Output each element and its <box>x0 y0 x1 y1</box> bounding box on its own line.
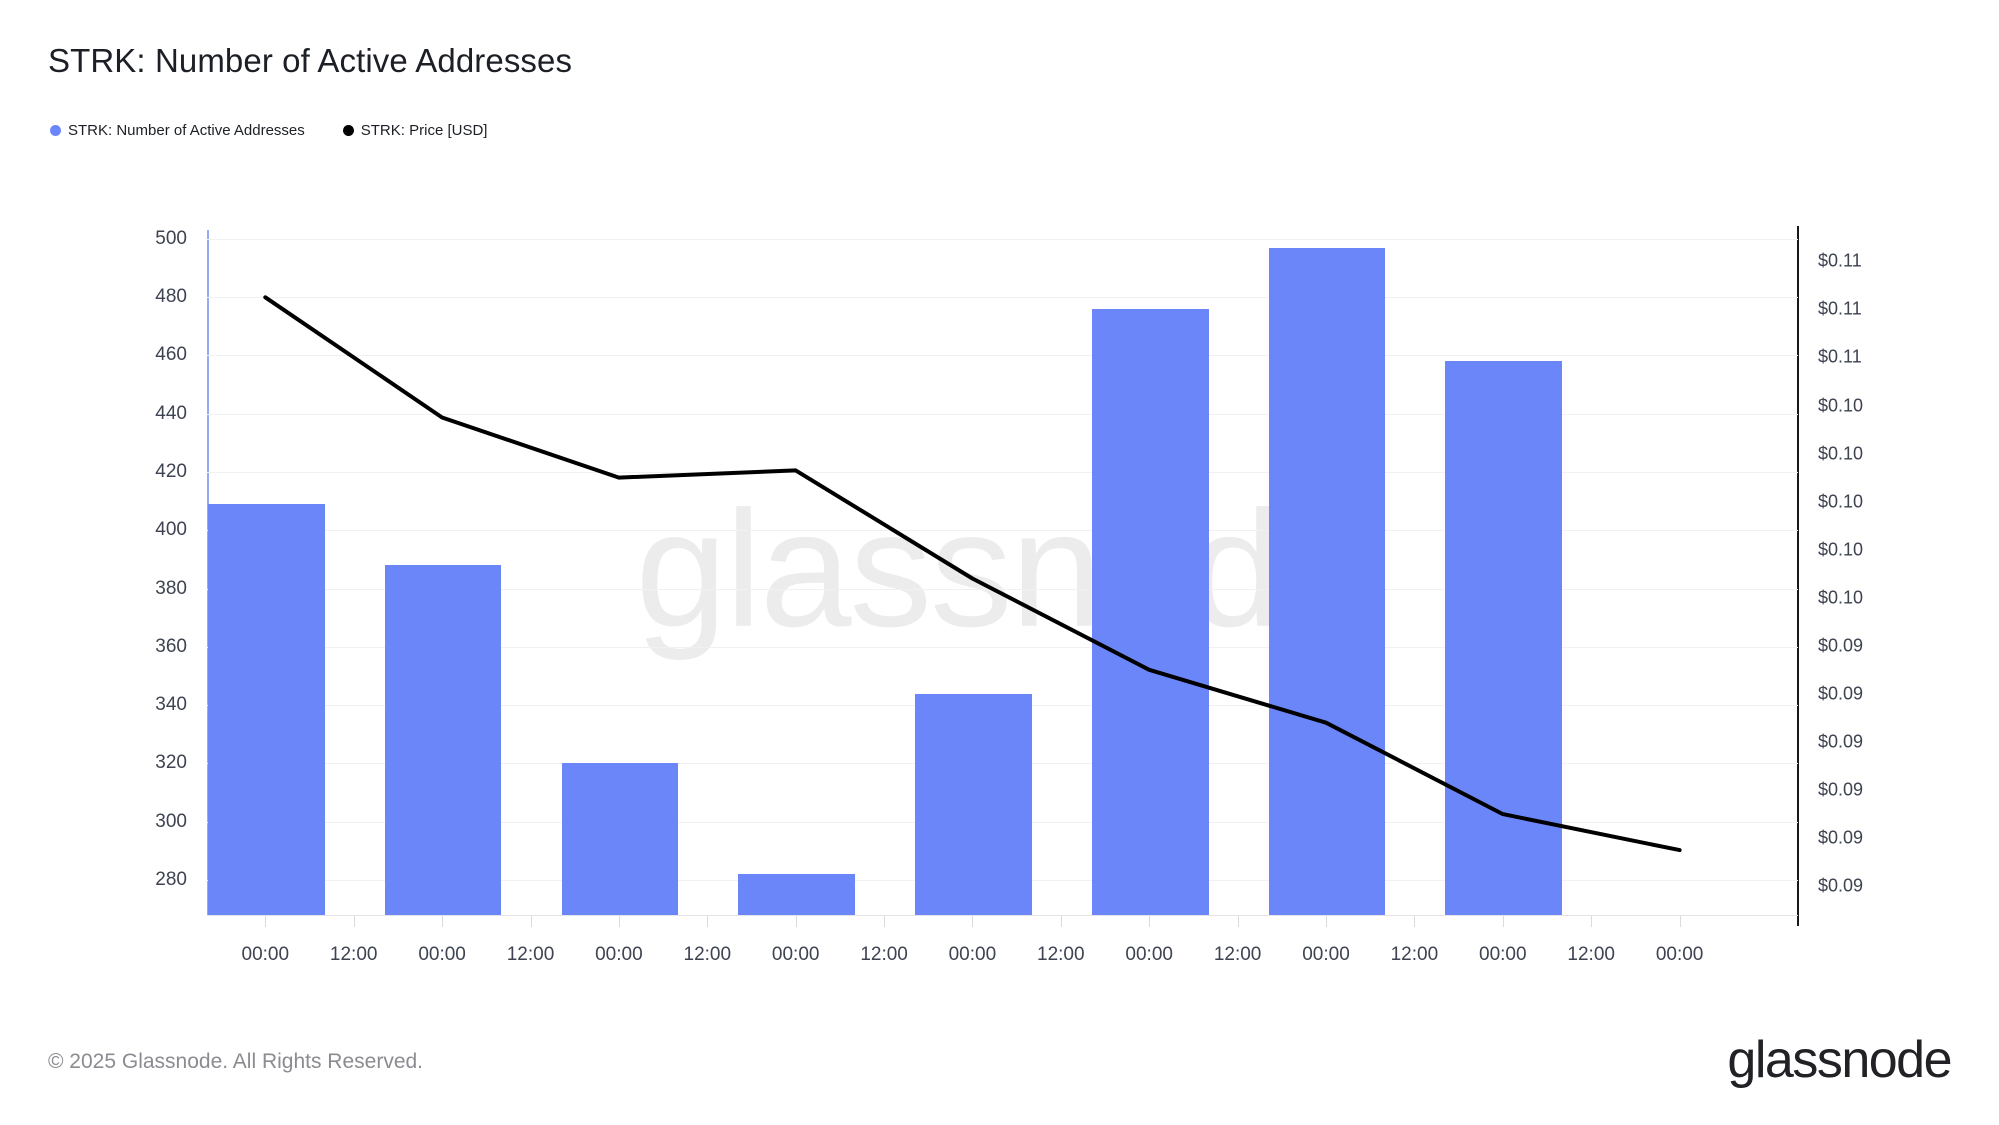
bar-series <box>207 230 1798 915</box>
legend-item-label: STRK: Number of Active Addresses <box>68 122 305 139</box>
x-axis-tick-label: 12:00 <box>683 944 732 965</box>
bar[interactable] <box>738 874 855 915</box>
right-axis-tick-label: $0.09 <box>1818 683 1864 704</box>
legend-marker-circle-icon <box>342 125 354 136</box>
right-axis-tick-label: $0.11 <box>1818 346 1862 367</box>
right-axis-tick-label: $0.10 <box>1818 395 1864 415</box>
right-axis-tick-label: $0.10 <box>1818 539 1864 560</box>
x-axis-tick-label: 00:00 <box>1302 944 1350 965</box>
x-axis-tick-mark <box>1502 916 1504 927</box>
right-axis-tick-labels: $0.11 $0.11 $0.11 $0.10 $0.10 $0.10 $0.10 $0.10… <box>1818 0 1978 1125</box>
x-axis-tick-label: 00:00 <box>241 944 290 965</box>
x-axis-tick-mark <box>795 916 797 927</box>
x-axis-tick-label: 12:00 <box>1037 944 1085 965</box>
x-axis-tick-label: 00:00 <box>1655 944 1704 965</box>
gridline <box>207 297 1798 298</box>
x-axis-tick-mark <box>972 916 974 927</box>
left-axis-tick-label: 300 <box>155 810 187 832</box>
left-axis-tick-labels: 500 480 460 440 420 400 380 360 340 320 300 280 <box>0 0 187 1125</box>
x-axis-tick-label: 12:00 <box>1213 944 1262 965</box>
gridline <box>207 646 1798 648</box>
plot-area: glassnode <box>207 230 1798 915</box>
x-axis-tick-mark <box>884 916 886 927</box>
left-axis-tick-label: 380 <box>155 577 187 599</box>
gridline <box>207 588 1798 590</box>
gridline <box>207 238 1798 240</box>
bar[interactable] <box>384 565 502 915</box>
x-axis-tick-label: 00:00 <box>418 944 466 965</box>
x-axis-tick-label: 12:00 <box>329 944 378 965</box>
left-axis-tick-label: 500 <box>155 227 187 249</box>
x-axis-tick-mark <box>530 916 532 927</box>
x-axis-tick-mark <box>1060 916 1062 927</box>
left-axis-tick-label: 420 <box>155 460 187 482</box>
bar[interactable] <box>208 504 325 915</box>
left-axis-tick-label: 280 <box>155 869 187 890</box>
x-axis-tick-mark <box>353 916 355 927</box>
x-axis-tick-mark <box>618 916 620 927</box>
x-axis-tick-label: 00:00 <box>948 944 997 965</box>
x-axis-tick-mark <box>707 916 709 927</box>
x-axis-tick-mark <box>1326 916 1327 927</box>
price-line-path <box>265 297 1679 850</box>
legend-item-label: STRK: Price [USD] <box>360 122 488 139</box>
right-axis-tick-label: $0.09 <box>1818 731 1864 752</box>
left-axis-tick-label: 440 <box>155 402 187 424</box>
right-axis-tick-label: $0.09 <box>1818 875 1864 896</box>
left-axis-tick-label: 460 <box>155 344 187 366</box>
left-axis-tick-label: 480 <box>155 286 187 307</box>
x-axis-tick-mark <box>1679 916 1681 927</box>
right-axis-tick-label: $0.09 <box>1818 827 1864 848</box>
bar[interactable] <box>1091 308 1209 915</box>
price-line-series <box>207 230 1798 915</box>
x-axis-tick-mark <box>1237 916 1239 927</box>
x-axis-tick-mark <box>442 916 444 927</box>
legend-item-price[interactable]: STRK: Price [USD] <box>342 122 488 139</box>
left-axis-tick-label: 400 <box>155 519 187 541</box>
legend-item-active-addresses[interactable]: STRK: Number of Active Addresses <box>50 122 305 139</box>
x-axis-tick-label: 00:00 <box>771 944 820 965</box>
left-axis-tick-label: 340 <box>155 694 187 716</box>
gridline <box>207 355 1798 357</box>
gridline <box>207 413 1798 415</box>
bar[interactable] <box>915 693 1032 915</box>
legend-marker-circle-icon <box>50 125 61 136</box>
x-axis-tick-label: 00:00 <box>1479 944 1527 965</box>
x-axis-tick-label: 12:00 <box>1390 944 1439 965</box>
x-axis-tick-mark <box>1414 916 1416 927</box>
right-axis-tick-label: $0.11 <box>1818 298 1862 319</box>
right-axis-tick-label: $0.11 <box>1818 250 1862 271</box>
bottom-axis-line <box>207 915 1798 916</box>
x-axis-tick-mark <box>1149 916 1151 927</box>
glassnode-watermark: glassnode <box>635 476 1371 661</box>
chart-legend: STRK: Number of Active Addresses STRK: P… <box>50 122 487 139</box>
footer-divider <box>0 985 1999 986</box>
left-axis-tick-label: 320 <box>155 752 187 774</box>
right-axis-tick-label: $0.10 <box>1818 491 1864 512</box>
right-axis-spine <box>1797 226 1799 926</box>
watermark-layer: glassnode <box>207 230 1798 915</box>
gridline <box>207 530 1798 532</box>
page-title: STRK: Number of Active Addresses <box>48 42 573 79</box>
left-axis-tick-label: 360 <box>155 635 187 657</box>
x-axis-tick-label: 00:00 <box>1125 944 1173 965</box>
bar[interactable] <box>561 763 679 915</box>
x-axis-tick-mark <box>265 916 267 927</box>
x-axis-tick-label: 12:00 <box>860 944 908 965</box>
x-axis-tick-label: 12:00 <box>1567 944 1615 965</box>
x-axis-tick-label: 12:00 <box>506 944 555 965</box>
x-axis-tick-mark <box>1591 916 1593 927</box>
copyright-text: © 2025 Glassnode. All Rights Reserved. <box>48 1050 424 1073</box>
gridline <box>207 471 1798 473</box>
glassnode-logo: glassnode <box>1727 1031 1952 1089</box>
right-axis-tick-label: $0.10 <box>1818 587 1864 608</box>
right-axis-tick-label: $0.10 <box>1818 443 1864 463</box>
right-axis-tick-label: $0.09 <box>1818 779 1864 800</box>
right-axis-tick-label: $0.09 <box>1818 635 1864 656</box>
x-axis-tick-label: 00:00 <box>595 944 643 965</box>
bar[interactable] <box>1268 247 1386 915</box>
